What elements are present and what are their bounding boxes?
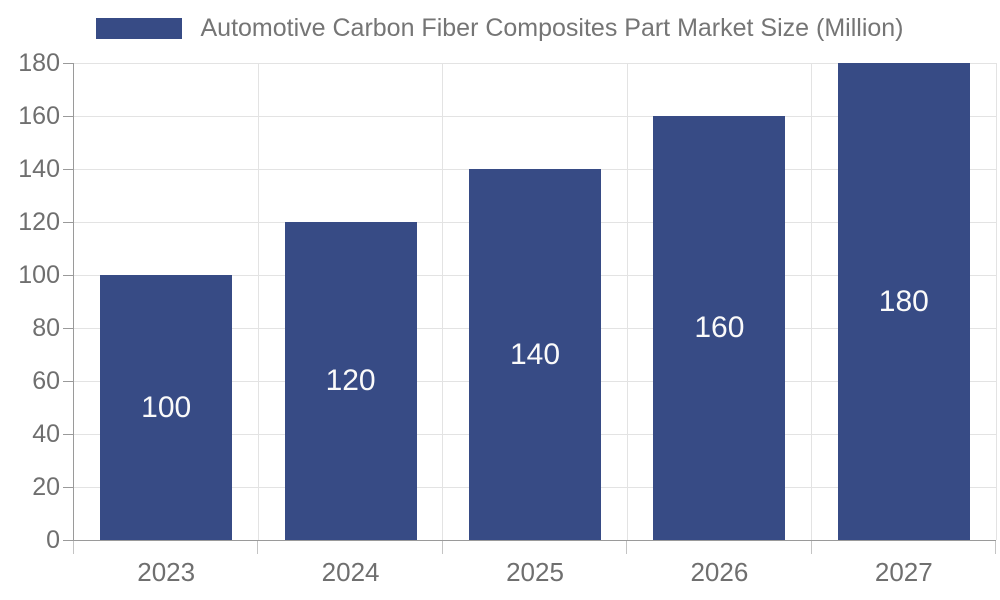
plot-area: 0 20 40 60 80 100 120 140 160 180 100 2023 120 2024 14… [18,49,997,587]
y-tick-label: 80 [32,314,60,342]
x-tick-label: 2024 [321,557,380,587]
x-tick-label: 2023 [137,557,196,587]
x-axis-tick [995,541,996,554]
x-axis-tick [810,541,812,554]
bar-value-label: 120 [325,364,376,397]
y-tick-label: 0 [46,526,60,554]
gridline-vertical [995,63,997,540]
bar-value-label: 160 [694,311,745,344]
x-tick-label: 2025 [506,557,564,587]
x-tick-label: 2027 [874,557,933,587]
bar-2025: 140 [469,169,601,540]
y-axis-tick [63,115,73,117]
y-tick-label: 40 [32,420,60,448]
legend-item[interactable]: Automotive Carbon Fiber Composites Part … [0,13,1000,43]
x-tick-label: 2026 [690,557,749,587]
x-axis-tick [257,541,259,554]
y-tick-label: 160 [18,102,60,130]
x-axis-tick [626,541,628,554]
legend-label: Automotive Carbon Fiber Composites Part … [200,14,904,42]
y-axis-tick [63,433,73,435]
gridline-horizontal [74,62,996,64]
bar-value-label: 100 [141,390,192,424]
bar-value-label: 180 [878,284,929,318]
bar-2027: 180 [837,63,970,540]
gridline-horizontal [74,115,996,117]
gridline-vertical [811,63,813,540]
x-axis-tick [73,541,74,554]
bar-value-label: 140 [509,337,561,371]
gridline-vertical [442,63,444,540]
y-axis-tick [63,62,73,64]
y-axis-tick [63,539,73,541]
bar-2026: 160 [653,116,786,540]
y-axis-tick [63,380,73,382]
bar-2024: 120 [284,222,417,540]
y-tick-label: 180 [18,49,60,77]
y-tick-label: 140 [18,155,60,183]
y-tick-label: 120 [18,208,60,236]
y-tick-label: 20 [32,473,60,501]
y-axis-tick [63,486,73,488]
y-axis-tick [63,274,73,276]
bar-2023: 100 [100,275,233,540]
x-axis-tick [441,541,443,554]
y-tick-label: 100 [18,261,60,289]
y-axis-tick [63,221,73,223]
legend-swatch [96,17,183,39]
gridline-vertical [257,63,259,540]
y-axis-tick [63,168,73,170]
y-axis-tick [63,327,73,329]
gridline-vertical [626,63,628,540]
y-tick-label: 60 [32,367,60,395]
